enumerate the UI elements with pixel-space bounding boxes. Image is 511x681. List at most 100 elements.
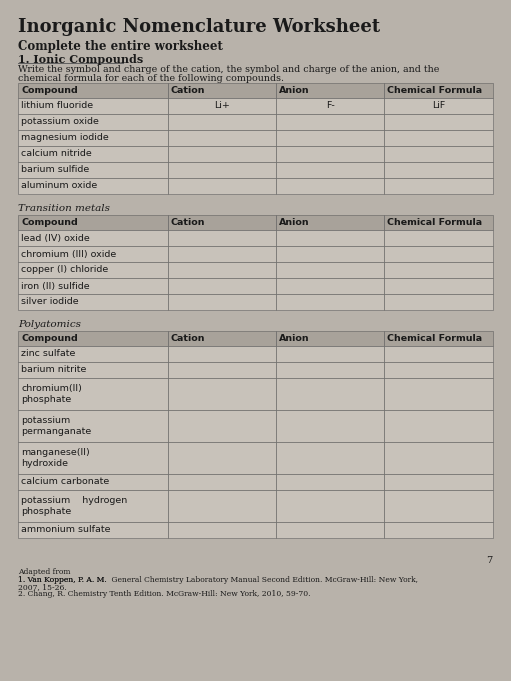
Bar	[168, 442, 276, 474]
Bar	[18, 130, 168, 146]
Bar	[276, 474, 384, 490]
Text: manganese(II)
hydroxide: manganese(II) hydroxide	[21, 448, 90, 468]
Bar	[18, 378, 168, 410]
Bar	[384, 490, 493, 522]
Bar	[168, 362, 276, 378]
Bar	[384, 146, 493, 162]
Bar	[18, 346, 168, 362]
Text: barium sulfide: barium sulfide	[21, 165, 89, 174]
Bar	[276, 410, 384, 442]
Bar	[384, 178, 493, 194]
Text: calcium nitride: calcium nitride	[21, 150, 92, 159]
Text: Compound: Compound	[21, 334, 78, 343]
Bar	[18, 362, 168, 378]
Bar	[276, 522, 384, 538]
Bar	[384, 442, 493, 474]
Bar	[168, 410, 276, 442]
Bar	[18, 114, 168, 130]
Bar	[276, 278, 384, 294]
Bar	[18, 230, 168, 246]
Bar	[18, 262, 168, 278]
Bar	[384, 162, 493, 178]
Text: Polyatomics: Polyatomics	[18, 320, 81, 329]
Bar	[168, 331, 276, 346]
Text: lithium fluoride: lithium fluoride	[21, 101, 93, 110]
Bar	[384, 346, 493, 362]
Bar	[384, 114, 493, 130]
Bar	[18, 490, 168, 522]
Bar	[168, 230, 276, 246]
Bar	[384, 410, 493, 442]
Text: calcium carbonate: calcium carbonate	[21, 477, 109, 486]
Bar	[276, 490, 384, 522]
Text: Chemical Formula: Chemical Formula	[387, 218, 482, 227]
Bar	[276, 130, 384, 146]
Bar	[18, 442, 168, 474]
Bar	[276, 114, 384, 130]
Text: chromium(II)
phosphate: chromium(II) phosphate	[21, 384, 82, 404]
Bar	[384, 378, 493, 410]
Bar	[18, 522, 168, 538]
Bar	[276, 294, 384, 310]
Bar	[384, 362, 493, 378]
Bar	[168, 294, 276, 310]
Text: silver iodide: silver iodide	[21, 298, 79, 306]
Text: 1. Ionic Compounds: 1. Ionic Compounds	[18, 54, 143, 65]
Text: Chemical Formula: Chemical Formula	[387, 86, 482, 95]
Text: Chemical Formula: Chemical Formula	[387, 334, 482, 343]
Bar	[168, 278, 276, 294]
Bar	[18, 146, 168, 162]
Text: Anion: Anion	[279, 218, 310, 227]
Bar	[384, 262, 493, 278]
Bar	[384, 294, 493, 310]
Bar	[276, 178, 384, 194]
Bar	[384, 230, 493, 246]
Bar	[18, 294, 168, 310]
Bar	[18, 410, 168, 442]
Text: Inorganic Nomenclature Worksheet: Inorganic Nomenclature Worksheet	[18, 18, 380, 36]
Bar	[18, 162, 168, 178]
Bar	[276, 362, 384, 378]
Bar	[168, 474, 276, 490]
Bar	[276, 162, 384, 178]
Text: iron (II) sulfide: iron (II) sulfide	[21, 281, 89, 291]
Bar	[18, 246, 168, 262]
Bar	[276, 146, 384, 162]
Text: 2. Chang, R. Chemistry Tenth Edition. McGraw-Hill: New York, 2010, 59-70.: 2. Chang, R. Chemistry Tenth Edition. Mc…	[18, 590, 311, 598]
Bar	[168, 246, 276, 262]
Bar	[18, 98, 168, 114]
Text: Cation: Cation	[171, 218, 205, 227]
Bar	[384, 474, 493, 490]
Bar	[168, 490, 276, 522]
Text: ammonium sulfate: ammonium sulfate	[21, 526, 110, 535]
Text: zinc sulfate: zinc sulfate	[21, 349, 76, 358]
Text: Cation: Cation	[171, 334, 205, 343]
Bar	[18, 331, 168, 346]
Bar	[168, 114, 276, 130]
Text: potassium    hydrogen
phosphate: potassium hydrogen phosphate	[21, 496, 127, 516]
Text: chemical formula for each of the following compounds.: chemical formula for each of the followi…	[18, 74, 284, 83]
Bar	[384, 83, 493, 98]
Bar	[168, 262, 276, 278]
Bar	[384, 215, 493, 230]
Bar	[168, 83, 276, 98]
Bar	[168, 130, 276, 146]
Text: Cation: Cation	[171, 86, 205, 95]
Text: potassium oxide: potassium oxide	[21, 118, 99, 127]
Text: 1. Van Koppen, P. A. M.  General Chemistry Laboratory Manual Second Edition. McG: 1. Van Koppen, P. A. M. General Chemistr…	[18, 576, 418, 584]
Bar	[384, 331, 493, 346]
Text: Anion: Anion	[279, 86, 310, 95]
Text: lead (IV) oxide: lead (IV) oxide	[21, 234, 90, 242]
Text: LiF: LiF	[432, 101, 445, 110]
Bar	[276, 83, 384, 98]
Bar	[168, 178, 276, 194]
Text: magnesium iodide: magnesium iodide	[21, 133, 109, 142]
Text: Complete the entire worksheet: Complete the entire worksheet	[18, 40, 223, 53]
Bar	[168, 98, 276, 114]
Bar	[276, 246, 384, 262]
Text: Compound: Compound	[21, 218, 78, 227]
Text: 7: 7	[486, 556, 492, 565]
Bar	[18, 178, 168, 194]
Bar	[276, 378, 384, 410]
Bar	[276, 98, 384, 114]
